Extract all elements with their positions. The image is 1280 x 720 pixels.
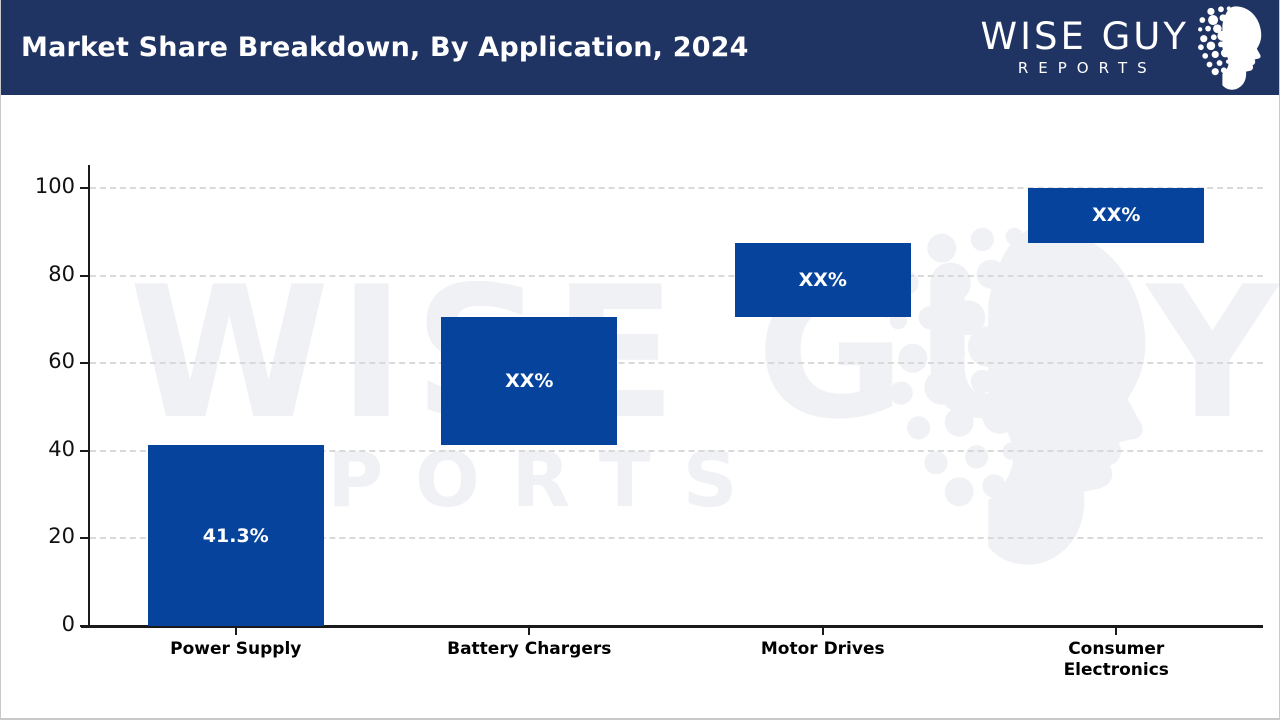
x-category-label: Power Supply xyxy=(170,639,302,659)
gridline-20 xyxy=(90,537,1263,540)
y-tick-label-100: 100 xyxy=(34,174,75,198)
wiseguy-logo-text: WISE GUY REPORTS xyxy=(981,18,1189,77)
y-tick-mark-0 xyxy=(80,625,89,627)
y-tick-mark-40 xyxy=(80,449,89,452)
watermark-wordmark: WISE GU·Y xyxy=(129,247,1280,459)
bar-battery-chargers: XX% xyxy=(441,316,618,446)
bar-value-label: XX% xyxy=(1092,204,1141,227)
y-tick-label-20: 20 xyxy=(48,524,75,549)
logo-subname: REPORTS xyxy=(1017,59,1157,77)
y-axis-line xyxy=(88,165,90,627)
x-category-label: Battery Chargers xyxy=(447,639,612,659)
page-title: Market Share Breakdown, By Application, … xyxy=(21,32,749,63)
x-category-label: Consumer Electronics xyxy=(1063,639,1169,681)
bar-value-label: XX% xyxy=(798,268,847,291)
x-tick-mark-3 xyxy=(1115,628,1118,635)
x-tick-mark-1 xyxy=(528,628,531,635)
header-band: Market Share Breakdown, By Application, … xyxy=(1,0,1279,95)
bar-motor-drives: XX% xyxy=(734,242,911,317)
y-tick-label-0: 0 xyxy=(61,612,75,636)
y-tick-label-40: 40 xyxy=(48,436,75,461)
x-tick-mark-2 xyxy=(821,628,824,635)
y-tick-label-60: 60 xyxy=(48,349,75,374)
y-tick-mark-100 xyxy=(80,187,89,189)
bar-value-label: 41.3% xyxy=(202,524,269,547)
bar-power-supply: 41.3% xyxy=(147,445,324,626)
wiseguy-logo: WISE GUY REPORTS xyxy=(981,5,1271,91)
gridline-80 xyxy=(90,274,1263,277)
wiseguy-head-icon xyxy=(1198,5,1262,90)
bar-consumer-electronics: XX% xyxy=(1028,188,1205,243)
y-tick-mark-20 xyxy=(80,537,89,540)
gridline-40 xyxy=(90,449,1263,452)
bar-value-label: XX% xyxy=(505,369,554,392)
gridline-100 xyxy=(90,187,1263,189)
x-tick-mark-0 xyxy=(234,628,237,635)
x-axis-line xyxy=(81,625,1263,628)
y-tick-mark-80 xyxy=(80,274,89,277)
x-category-label: Motor Drives xyxy=(760,639,885,659)
logo-name: WISE GUY xyxy=(980,15,1189,58)
y-tick-mark-60 xyxy=(80,362,89,365)
gridline-60 xyxy=(90,362,1263,365)
y-tick-label-80: 80 xyxy=(48,261,75,286)
